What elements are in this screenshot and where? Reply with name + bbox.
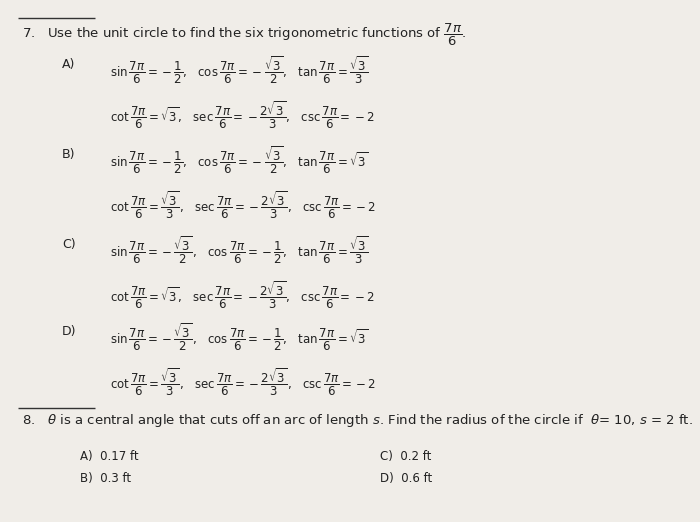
Text: $\cot\dfrac{7\pi}{6} = \sqrt{3}$,   $\sec\dfrac{7\pi}{6} = -\dfrac{2\sqrt{3}}{3}: $\cot\dfrac{7\pi}{6} = \sqrt{3}$, $\sec\… <box>110 280 374 312</box>
Text: D)  0.6 ft: D) 0.6 ft <box>380 472 433 485</box>
Text: $\cot\dfrac{7\pi}{6} = \dfrac{\sqrt{3}}{3}$,   $\sec\dfrac{7\pi}{6} = -\dfrac{2\: $\cot\dfrac{7\pi}{6} = \dfrac{\sqrt{3}}{… <box>110 367 377 398</box>
Text: 7.   Use the unit circle to find the six trigonometric functions of $\dfrac{7\pi: 7. Use the unit circle to find the six t… <box>22 22 467 48</box>
Text: A): A) <box>62 58 76 71</box>
Text: $\sin\dfrac{7\pi}{6} = -\dfrac{1}{2}$,   $\cos\dfrac{7\pi}{6} = -\dfrac{\sqrt{3}: $\sin\dfrac{7\pi}{6} = -\dfrac{1}{2}$, $… <box>110 55 369 87</box>
Text: 8.   $\theta$ is a central angle that cuts off an arc of length $s$. Find the ra: 8. $\theta$ is a central angle that cuts… <box>22 412 693 429</box>
Text: $\sin\dfrac{7\pi}{6} = -\dfrac{\sqrt{3}}{2}$,   $\cos\dfrac{7\pi}{6} = -\dfrac{1: $\sin\dfrac{7\pi}{6} = -\dfrac{\sqrt{3}}… <box>110 235 369 266</box>
Text: $\sin\dfrac{7\pi}{6} = -\dfrac{1}{2}$,   $\cos\dfrac{7\pi}{6} = -\dfrac{\sqrt{3}: $\sin\dfrac{7\pi}{6} = -\dfrac{1}{2}$, $… <box>110 145 369 176</box>
Text: B): B) <box>62 148 76 161</box>
Text: D): D) <box>62 325 76 338</box>
Text: $\cot\dfrac{7\pi}{6} = \dfrac{\sqrt{3}}{3}$,   $\sec\dfrac{7\pi}{6} = -\dfrac{2\: $\cot\dfrac{7\pi}{6} = \dfrac{\sqrt{3}}{… <box>110 190 377 221</box>
Text: C)  0.2 ft: C) 0.2 ft <box>380 450 431 463</box>
Text: B)  0.3 ft: B) 0.3 ft <box>80 472 131 485</box>
Text: $\cot\dfrac{7\pi}{6} = \sqrt{3}$,   $\sec\dfrac{7\pi}{6} = -\dfrac{2\sqrt{3}}{3}: $\cot\dfrac{7\pi}{6} = \sqrt{3}$, $\sec\… <box>110 100 374 132</box>
Text: A)  0.17 ft: A) 0.17 ft <box>80 450 139 463</box>
Text: C): C) <box>62 238 76 251</box>
Text: $\sin\dfrac{7\pi}{6} = -\dfrac{\sqrt{3}}{2}$,   $\cos\dfrac{7\pi}{6} = -\dfrac{1: $\sin\dfrac{7\pi}{6} = -\dfrac{\sqrt{3}}… <box>110 322 369 353</box>
